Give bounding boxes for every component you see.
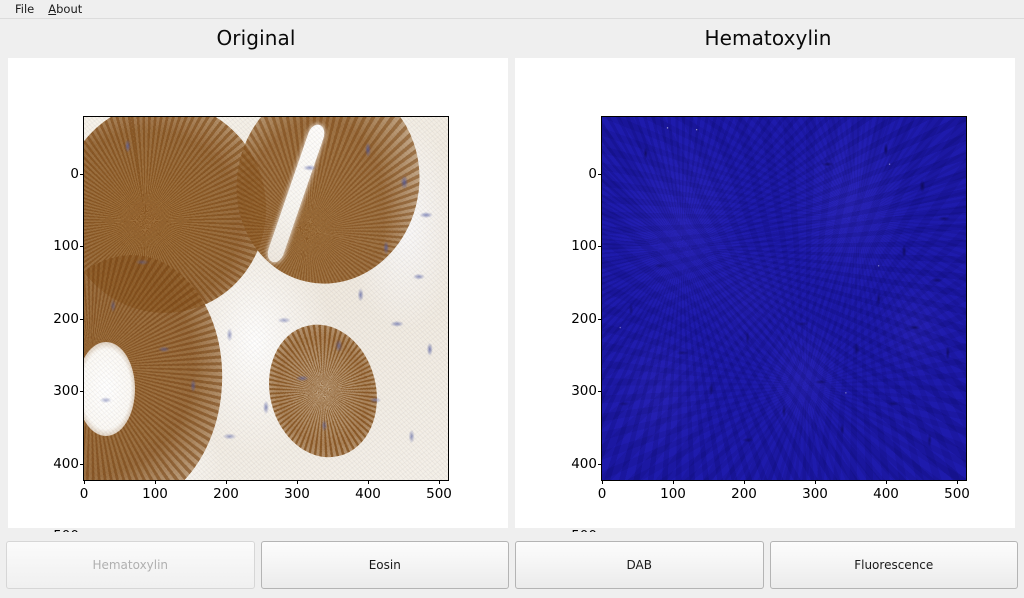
image-axes-hematoxylin[interactable] (601, 116, 967, 481)
xtick-label: 200 (731, 486, 757, 502)
xtick-label: 300 (802, 486, 828, 502)
panels-container: Original 0 100 200 300 400 500 (0, 20, 1024, 544)
ytick-mark (79, 319, 83, 320)
panel-original: Original 0 100 200 300 400 500 (0, 20, 512, 544)
ytick-mark (597, 391, 601, 392)
button-hematoxylin[interactable]: Hematoxylin (6, 541, 255, 589)
ytick-mark (597, 464, 601, 465)
panel-hematoxylin: Hematoxylin 0 100 200 300 400 500 (512, 20, 1024, 544)
ytick-label: 300 (53, 383, 79, 399)
ytick-label: 100 (53, 238, 79, 254)
panel-title-hematoxylin: Hematoxylin (704, 26, 832, 50)
xtick-mark (297, 480, 298, 484)
xtick-mark (886, 480, 887, 484)
ytick-label: 400 (571, 456, 597, 472)
ytick-label: 400 (53, 456, 79, 472)
stain-button-bar: Hematoxylin Eosin DAB Fluorescence (0, 532, 1024, 598)
xtick-label: 400 (355, 486, 381, 502)
ihc-micrograph (84, 117, 448, 480)
xtick-mark (84, 480, 85, 484)
button-dab[interactable]: DAB (515, 541, 764, 589)
xtick-mark (226, 480, 227, 484)
xtick-mark (815, 480, 816, 484)
xtick-mark (744, 480, 745, 484)
ytick-label: 100 (571, 238, 597, 254)
panel-title-original: Original (216, 26, 296, 50)
ytick-label: 0 (588, 166, 597, 182)
figure-canvas-original[interactable]: 0 100 200 300 400 500 (8, 58, 508, 544)
xtick-label: 100 (142, 486, 168, 502)
ytick-label: 0 (70, 166, 79, 182)
xtick-mark (957, 480, 958, 484)
button-eosin[interactable]: Eosin (260, 541, 509, 589)
xtick-label: 0 (79, 486, 89, 502)
figure-hematoxylin: 0 100 200 300 400 500 (515, 58, 1015, 544)
xtick-label: 500 (944, 486, 970, 502)
ytick-mark (597, 174, 601, 175)
xtick-label: 100 (660, 486, 686, 502)
hema-specks-layer (602, 117, 966, 480)
xtick-label: 200 (213, 486, 239, 502)
ytick-label: 200 (571, 311, 597, 327)
image-axes-original[interactable] (83, 116, 449, 481)
xtick-mark (673, 480, 674, 484)
hematoxylin-channel-image (602, 117, 966, 480)
ytick-mark (79, 174, 83, 175)
tissue-grain-layer (84, 117, 448, 480)
xtick-label: 400 (873, 486, 899, 502)
ytick-mark (597, 246, 601, 247)
menu-bar: File About (0, 0, 1024, 19)
xtick-mark (602, 480, 603, 484)
ytick-mark (79, 464, 83, 465)
xtick-label: 300 (284, 486, 310, 502)
figure-original: 0 100 200 300 400 500 (8, 58, 508, 544)
button-fluorescence[interactable]: Fluorescence (769, 541, 1018, 589)
ytick-label: 200 (53, 311, 79, 327)
ytick-label: 300 (571, 383, 597, 399)
xtick-mark (155, 480, 156, 484)
nuclei-layer (84, 117, 448, 480)
ytick-mark (79, 246, 83, 247)
figure-canvas-hematoxylin[interactable]: 0 100 200 300 400 500 (515, 58, 1015, 544)
menu-item-about[interactable]: About (48, 1, 83, 16)
xtick-mark (368, 480, 369, 484)
ytick-mark (597, 319, 601, 320)
ytick-mark (79, 391, 83, 392)
xtick-label: 0 (597, 486, 607, 502)
xtick-mark (439, 480, 440, 484)
xtick-label: 500 (426, 486, 452, 502)
menu-item-file[interactable]: File (15, 1, 35, 16)
